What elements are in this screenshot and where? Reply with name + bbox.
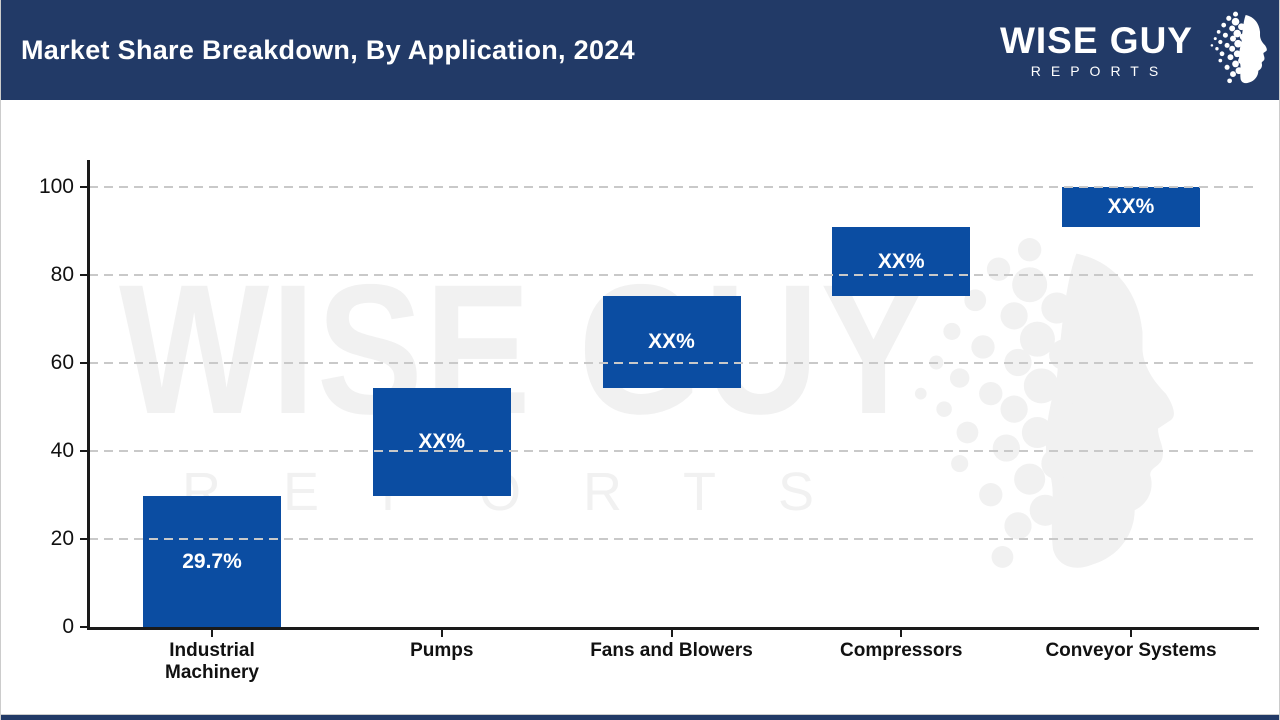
x-axis-line xyxy=(87,627,1259,630)
dotted-face-icon xyxy=(1210,11,1267,84)
logo-wordmark: WISE GUY xyxy=(999,19,1193,61)
y-tick-label-100: 100 xyxy=(38,175,74,198)
x-tick-2 xyxy=(670,630,673,637)
x-category-label-compressors: Compressors xyxy=(840,640,963,661)
chart-plot-area: 29.7% XX% XX% XX% XX% 0 20 40 60 80 100 Industrial M… xyxy=(1,100,1279,715)
gridline-20 xyxy=(89,538,1257,540)
bar-value-label: XX% xyxy=(648,330,695,354)
bar-pumps: XX% xyxy=(372,388,511,497)
bar-industrial-machinery: 29.7% xyxy=(143,496,281,627)
bar-compressors: XX% xyxy=(832,227,971,297)
gridline-80 xyxy=(89,274,1257,276)
x-tick-1 xyxy=(440,630,443,637)
x-tick-3 xyxy=(900,630,903,637)
gridline-40 xyxy=(89,450,1257,452)
bar-value-label: XX% xyxy=(418,430,466,454)
y-tick-100 xyxy=(80,186,89,188)
y-tick-label-60: 60 xyxy=(50,351,74,374)
footer-bar xyxy=(1,715,1279,720)
x-tick-0 xyxy=(211,630,213,637)
bar-value-label: XX% xyxy=(1107,195,1155,219)
x-category-label-fans-and-blowers: Fans and Blowers xyxy=(590,640,753,661)
gridline-60 xyxy=(89,362,1257,364)
y-tick-80 xyxy=(80,274,89,276)
y-tick-60 xyxy=(80,362,89,364)
y-tick-40 xyxy=(80,450,89,452)
brand-logo: WISE GUY REPORTS xyxy=(1000,7,1271,93)
bar-value-label: 29.7% xyxy=(182,549,242,573)
y-axis-line xyxy=(87,160,90,630)
y-tick-label-80: 80 xyxy=(50,263,74,286)
x-category-label-industrial-machinery: Industrial Machinery xyxy=(165,640,259,683)
header: Market Share Breakdown, By Application, … xyxy=(1,0,1279,100)
bar-conveyor-systems: XX% xyxy=(1062,187,1200,228)
page-title: Market Share Breakdown, By Application, … xyxy=(21,34,635,65)
x-category-label-pumps: Pumps xyxy=(410,640,474,661)
y-tick-0 xyxy=(80,626,89,628)
y-tick-label-20: 20 xyxy=(50,527,74,550)
brand-logo-text: WISE GUY REPORTS xyxy=(999,19,1193,79)
y-tick-20 xyxy=(80,538,89,540)
x-category-label-conveyor-systems: Conveyor Systems xyxy=(1045,640,1217,661)
y-tick-label-0: 0 xyxy=(62,615,74,638)
bar-value-label: XX% xyxy=(877,249,925,273)
logo-subtext: REPORTS xyxy=(1030,62,1169,79)
y-tick-label-40: 40 xyxy=(50,439,74,462)
footer-divider xyxy=(1,714,1279,715)
x-tick-4 xyxy=(1130,630,1132,637)
gridline-100 xyxy=(89,186,1257,188)
bar-fans-and-blowers: XX% xyxy=(602,296,741,389)
